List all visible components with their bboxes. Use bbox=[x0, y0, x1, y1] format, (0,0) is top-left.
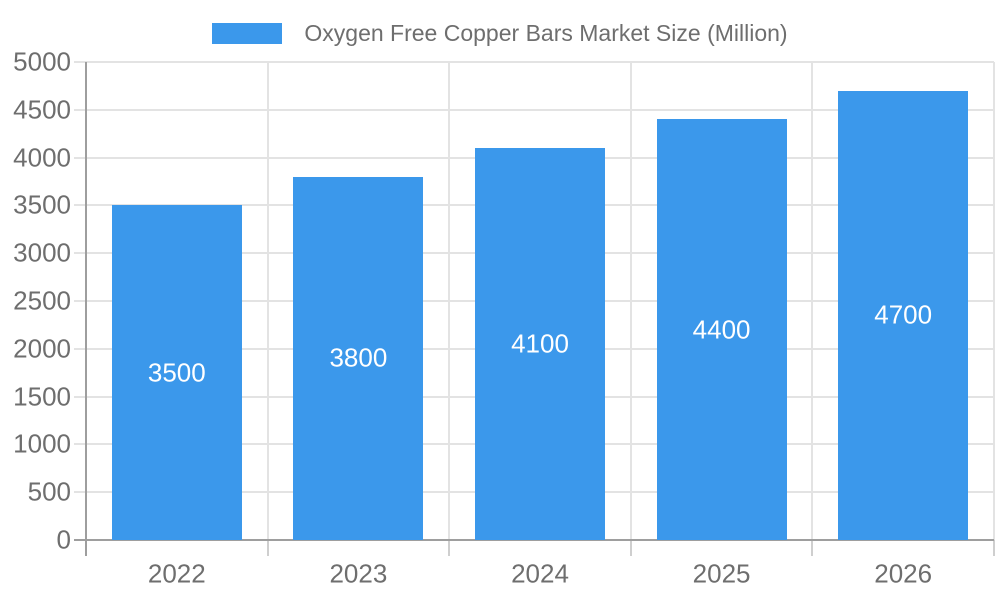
bar-2026 bbox=[838, 90, 969, 540]
bar-value-label: 3500 bbox=[147, 357, 206, 388]
y-axis-label: 2000 bbox=[13, 333, 71, 364]
bar-value-label: 4100 bbox=[511, 328, 569, 359]
y-axis-tick bbox=[74, 252, 86, 255]
v-gridline bbox=[811, 62, 814, 540]
x-axis-tick bbox=[448, 540, 451, 556]
x-axis-label: 2022 bbox=[147, 558, 206, 589]
y-axis-tick bbox=[74, 395, 86, 398]
bar-2023 bbox=[293, 176, 424, 540]
y-axis-label: 500 bbox=[27, 476, 71, 507]
y-axis-tick bbox=[74, 204, 86, 207]
bar-value-label: 4400 bbox=[692, 314, 751, 345]
x-axis-tick bbox=[266, 540, 269, 556]
legend-label: Oxygen Free Copper Bars Market Size (Mil… bbox=[304, 19, 788, 46]
x-axis-label: 2026 bbox=[874, 558, 933, 589]
y-axis-tick bbox=[74, 108, 86, 111]
legend-swatch bbox=[212, 22, 283, 44]
x-axis-label: 2025 bbox=[692, 558, 751, 589]
y-axis-tick bbox=[74, 156, 86, 159]
h-gridline bbox=[86, 108, 994, 111]
v-gridline bbox=[993, 62, 995, 540]
y-axis-label: 5000 bbox=[13, 46, 71, 77]
x-axis-label: 2023 bbox=[329, 558, 388, 589]
y-axis-label: 2500 bbox=[13, 285, 71, 316]
h-gridline bbox=[86, 61, 994, 63]
x-axis-tick bbox=[993, 540, 995, 556]
y-axis-line bbox=[85, 62, 87, 556]
y-axis-tick bbox=[74, 61, 86, 63]
y-axis-label: 4000 bbox=[13, 142, 71, 173]
y-axis-label: 4500 bbox=[13, 94, 71, 125]
y-axis-label: 1500 bbox=[13, 381, 71, 412]
y-axis-tick bbox=[74, 443, 86, 446]
v-gridline bbox=[448, 62, 451, 540]
bar-2024 bbox=[475, 148, 605, 540]
bar-2025 bbox=[656, 119, 787, 540]
y-axis-tick bbox=[74, 300, 86, 302]
x-axis-tick bbox=[811, 540, 814, 556]
bar-value-label: 3800 bbox=[329, 342, 388, 373]
y-axis-label: 3000 bbox=[13, 237, 71, 268]
x-axis-tick bbox=[629, 540, 632, 556]
v-gridline bbox=[629, 62, 632, 540]
y-axis-label: 3500 bbox=[13, 189, 71, 220]
y-axis-label: 0 bbox=[56, 524, 71, 555]
legend: Oxygen Free Copper Bars Market Size (Mil… bbox=[0, 19, 1000, 47]
y-axis-tick bbox=[74, 491, 86, 494]
y-axis-tick bbox=[74, 347, 86, 350]
bar-2022 bbox=[111, 205, 242, 540]
bar-value-label: 4700 bbox=[874, 299, 933, 330]
y-axis-label: 1000 bbox=[13, 428, 71, 459]
v-gridline bbox=[266, 62, 269, 540]
x-axis-line bbox=[74, 539, 994, 541]
x-axis-label: 2024 bbox=[511, 558, 569, 589]
